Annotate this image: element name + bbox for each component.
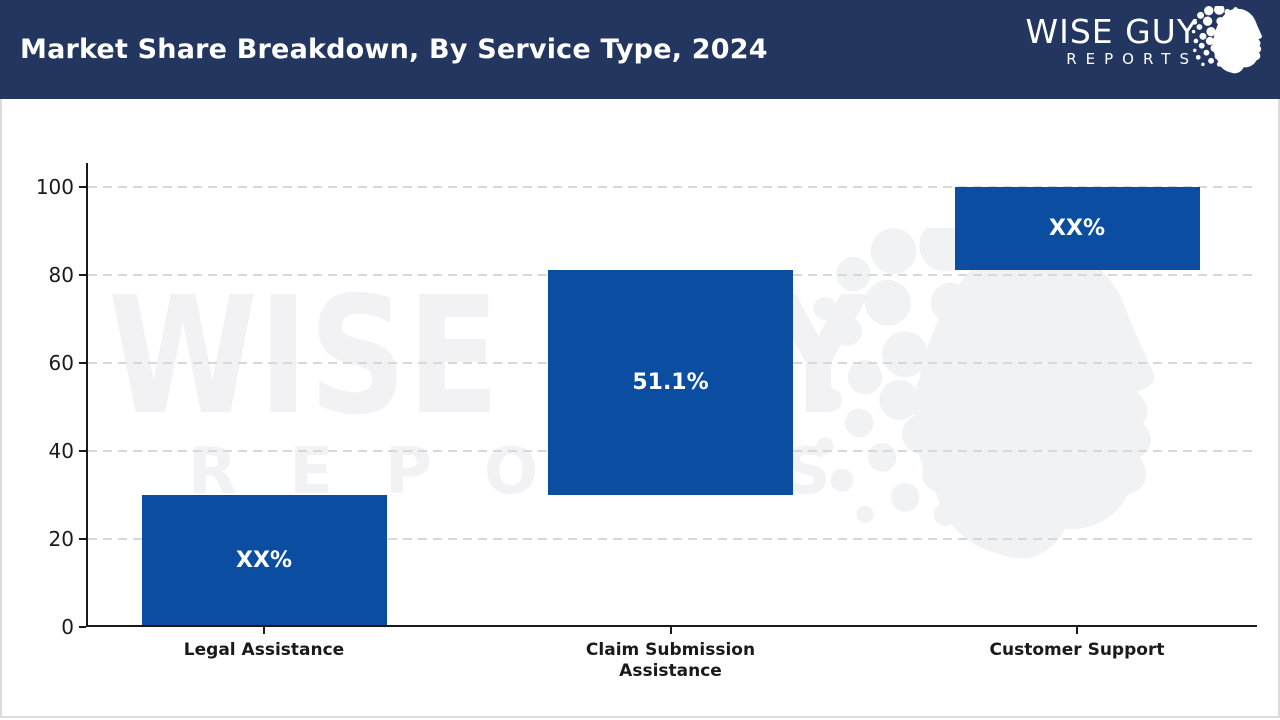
y-tick-label-80: 80 <box>48 263 74 287</box>
header-bar: Market Share Breakdown, By Service Type,… <box>0 0 1280 99</box>
logo-reports-text: REPORTS <box>1066 50 1198 68</box>
bar-value-label-customer-support: XX% <box>1049 215 1105 241</box>
x-axis-line <box>86 625 1257 627</box>
gridline-100 <box>88 186 1257 188</box>
y-tick-0 <box>79 626 86 628</box>
y-axis-line <box>86 163 88 627</box>
y-tick-label-100: 100 <box>35 175 74 199</box>
y-tick-60 <box>79 362 86 364</box>
gridline-20 <box>88 538 1257 540</box>
bar-value-label-claim-submission-assistance: 51.1% <box>632 369 709 395</box>
x-tick-customer-support <box>1076 627 1078 634</box>
y-tick-label-40: 40 <box>48 439 74 463</box>
x-tick-claim-submission-assistance <box>669 627 672 634</box>
footer-divider <box>0 716 1280 718</box>
y-tick-label-60: 60 <box>48 351 74 375</box>
bar-legal-assistance <box>141 495 387 627</box>
wise-guy-face-icon <box>1191 6 1262 74</box>
y-tick-40 <box>79 450 86 452</box>
bar-customer-support <box>954 187 1200 271</box>
y-tick-100 <box>79 186 86 188</box>
x-tick-legal-assistance <box>263 627 265 634</box>
x-category-label-claim-submission-assistance: Claim Submission Assistance <box>585 640 756 681</box>
wise-guy-logo: WISE GUY REPORTS <box>1025 6 1266 76</box>
chart-title: Market Share Breakdown, By Service Type,… <box>20 34 768 65</box>
logo-wise-guy-text: WISE GUY <box>1025 12 1198 51</box>
bar-value-label-legal-assistance: XX% <box>236 548 292 573</box>
y-tick-label-0: 0 <box>61 615 74 639</box>
y-tick-label-20: 20 <box>48 527 74 551</box>
bar-claim-submission-assistance <box>548 270 793 495</box>
right-border <box>1278 99 1280 718</box>
x-category-label-customer-support: Customer Support <box>989 640 1165 660</box>
y-tick-20 <box>79 538 86 540</box>
y-tick-80 <box>79 274 86 276</box>
left-border <box>0 99 2 718</box>
x-category-label-legal-assistance: Legal Assistance <box>183 640 345 660</box>
